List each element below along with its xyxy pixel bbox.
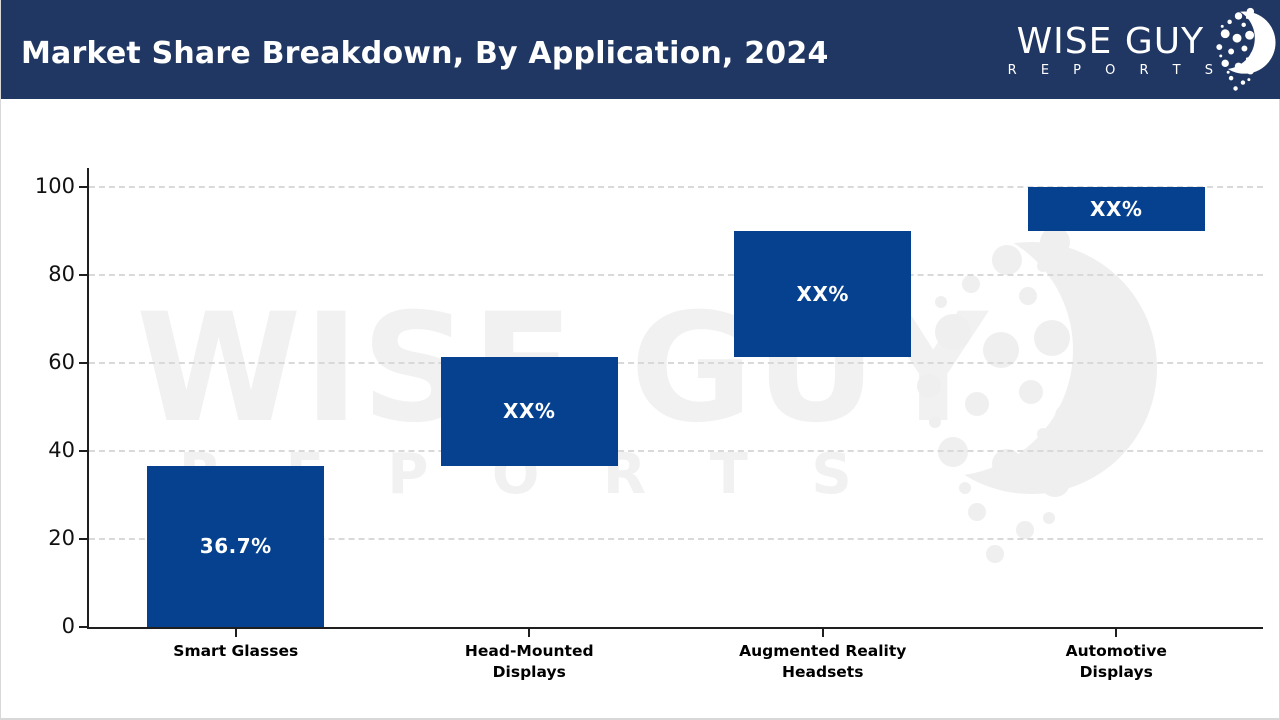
header-bar: Market Share Breakdown, By Application, … — [1, 0, 1280, 99]
y-tick-label-60: 60 — [48, 350, 75, 374]
y-tick-label-40: 40 — [48, 438, 75, 462]
x-tick-automotive-displays — [1115, 629, 1118, 637]
y-tick-label-20: 20 — [48, 526, 75, 550]
y-tick-100 — [79, 186, 87, 188]
y-tick-60 — [79, 362, 87, 364]
wiseguy-logo-text: WISE GUY R E P O R T S — [998, 21, 1223, 78]
x-category-label-head-mounted-displays: Head-Mounted Displays — [464, 642, 594, 681]
x-category-label-smart-glasses: Smart Glasses — [173, 642, 299, 660]
gridline-60 — [89, 362, 1263, 364]
y-tick-20 — [79, 538, 87, 540]
gridline-100 — [89, 186, 1263, 188]
bar-value-label: XX% — [1090, 197, 1143, 221]
y-tick-label-0: 0 — [61, 614, 75, 638]
y-tick-80 — [79, 274, 87, 276]
page-title: Market Share Breakdown, By Application, … — [21, 36, 829, 71]
bar-smart-glasses: 36.7% — [147, 465, 325, 627]
bar-value-label: 36.7% — [199, 534, 272, 559]
wiseguy-logo: WISE GUY R E P O R T S — [998, 0, 1277, 99]
x-tick-head-mounted-displays — [528, 629, 531, 637]
y-tick-0 — [79, 626, 87, 628]
bar-automotive-displays: XX% — [1027, 187, 1205, 231]
x-axis-spine — [87, 627, 1263, 629]
bar-value-label: XX% — [796, 281, 849, 306]
y-tick-40 — [79, 450, 87, 452]
x-category-label-automotive-displays: Automotive Displays — [1065, 642, 1167, 681]
y-axis-spine — [87, 168, 89, 629]
gridline-40 — [89, 450, 1263, 452]
bar-head-mounted-displays: XX% — [440, 356, 618, 466]
y-tick-label-100: 100 — [34, 174, 75, 198]
x-category-label-augmented-reality-headsets: Augmented Reality Headsets — [739, 642, 907, 681]
y-tick-label-80: 80 — [48, 262, 75, 286]
logo-wiseguy-label: WISE GUY — [1016, 21, 1205, 62]
bar-augmented-reality-headsets: XX% — [734, 231, 912, 357]
x-tick-augmented-reality-headsets — [821, 629, 824, 637]
bar-value-label: XX% — [503, 399, 556, 424]
gridline-20 — [89, 538, 1263, 540]
gridline-80 — [89, 274, 1263, 276]
x-tick-smart-glasses — [234, 629, 237, 637]
wiseguy-head-icon — [1213, 7, 1276, 91]
logo-reports-label: R E P O R T S — [1007, 63, 1223, 78]
